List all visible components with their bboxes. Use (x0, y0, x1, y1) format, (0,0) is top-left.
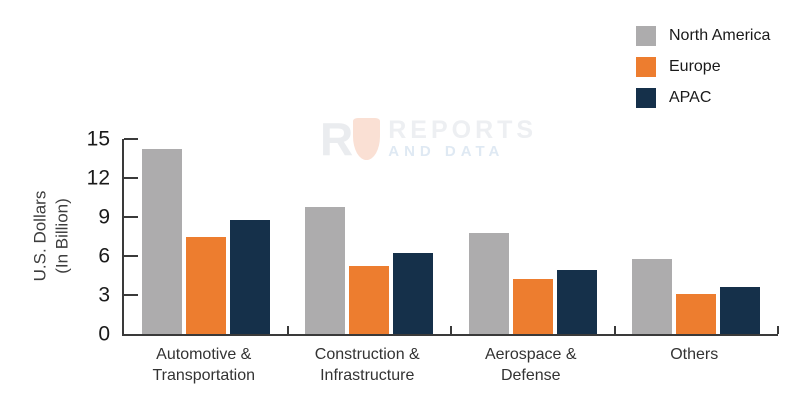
y-axis-title-line2: (In Billion) (53, 198, 72, 274)
category-label-others: Others (670, 346, 719, 363)
x-tick-mark-3 (613, 326, 616, 334)
y-tick-mark-15 (124, 138, 138, 140)
bar-north-america-automotive (141, 149, 182, 334)
x-tick-mark-4 (777, 326, 779, 334)
bar-group-automotive (124, 139, 288, 334)
bar-apac-aerospace (556, 270, 597, 334)
category-labels: Automotive & Transportation Construction … (122, 345, 776, 387)
bar-north-america-aerospace (468, 232, 509, 334)
y-tick-mark-9 (124, 216, 138, 218)
y-tick-label-0: 0 (98, 322, 110, 346)
y-tick-mark-3 (124, 294, 138, 296)
category-label-aerospace: Aerospace & Defense (484, 346, 577, 384)
legend-swatch-europe (636, 57, 656, 77)
legend-item-apac: APAC (636, 88, 770, 108)
x-tick-mark-1 (286, 326, 289, 334)
y-tick-label-15: 15 (86, 127, 110, 151)
y-axis-title: U.S. Dollars (In Billion) (30, 191, 75, 282)
y-tick-label-3: 3 (98, 283, 110, 307)
bar-apac-others (720, 287, 761, 334)
legend: North America Europe APAC (636, 26, 770, 108)
category-label-automotive: Automotive & Transportation (152, 346, 256, 384)
category-label-construction: Construction & Infrastructure (314, 346, 420, 384)
y-axis-title-line1: U.S. Dollars (30, 190, 50, 282)
legend-item-europe: Europe (636, 57, 770, 77)
plot-area: 0 3 6 9 12 15 (87, 129, 779, 345)
bar-group-construction (288, 139, 452, 334)
x-tick-mark-2 (450, 326, 452, 334)
legend-swatch-apac (636, 88, 656, 108)
legend-label-north-america: North America (669, 27, 771, 44)
bar-groups (124, 139, 778, 334)
bar-europe-aerospace (512, 279, 553, 334)
bar-europe-others (676, 293, 717, 334)
legend-swatch-north-america (636, 26, 656, 46)
bar-europe-construction (349, 266, 390, 334)
y-tick-mark-12 (124, 177, 138, 179)
legend-item-north-america: North America (636, 26, 770, 46)
y-tick-label-9: 9 (98, 205, 110, 229)
y-tick-label-12: 12 (86, 166, 110, 190)
y-tick-mark-6 (124, 255, 138, 257)
bar-group-others (615, 139, 779, 334)
bar-north-america-others (632, 258, 673, 334)
legend-label-europe: Europe (669, 58, 721, 75)
bar-group-aerospace (451, 139, 615, 334)
bar-europe-automotive (185, 236, 226, 334)
y-tick-label-6: 6 (98, 244, 110, 268)
bar-apac-automotive (229, 219, 270, 334)
bar-apac-construction (393, 253, 434, 334)
legend-label-apac: APAC (669, 89, 712, 106)
bar-north-america-construction (305, 206, 346, 334)
